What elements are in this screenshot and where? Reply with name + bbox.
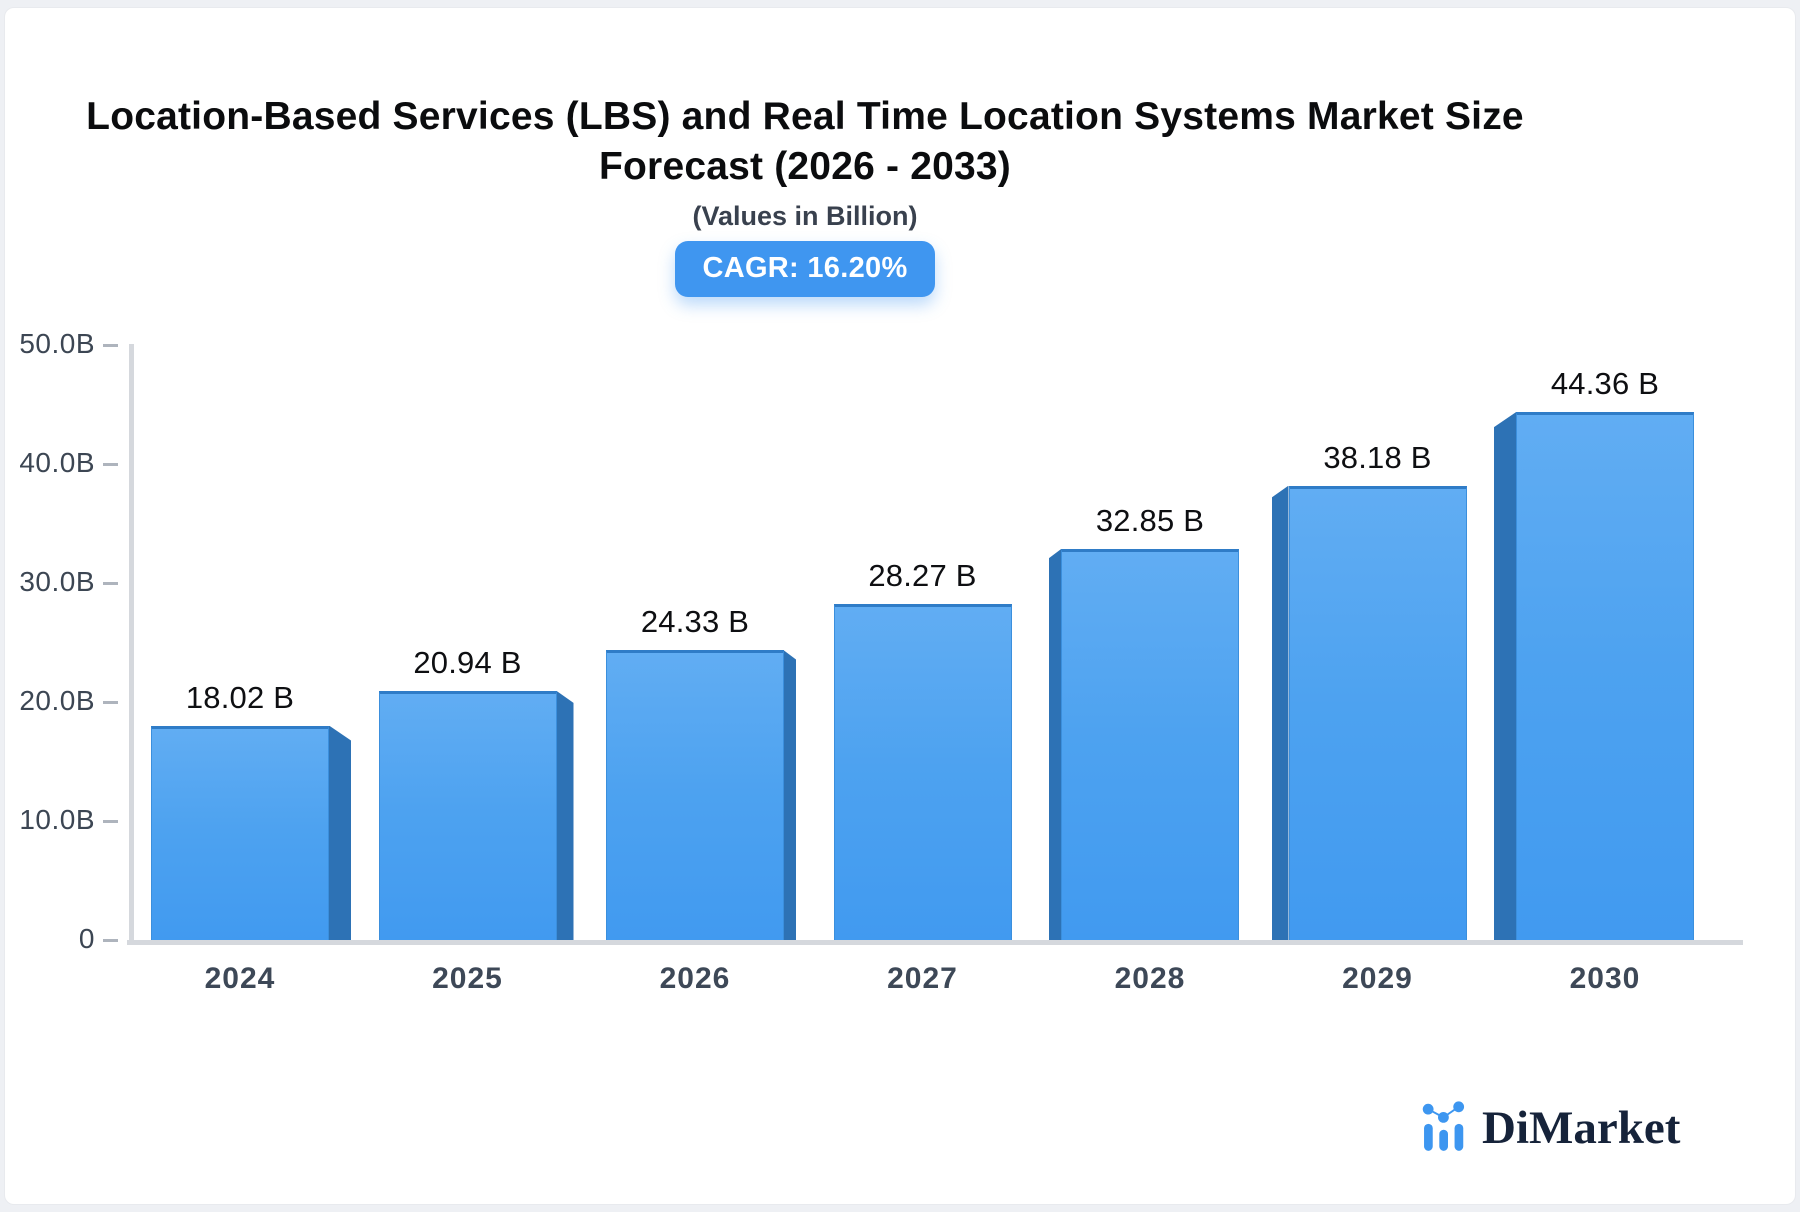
x-tick-label: 2025 [432,962,503,995]
y-tick-label: 0 [78,923,95,954]
bar-value-label: 24.33 B [640,604,750,640]
y-tick-label: 40.0B [19,447,95,478]
x-tick-label: 2026 [659,962,731,995]
bar [833,603,1012,940]
bar-3d-side [784,650,796,940]
bar-value-label: 18.02 B [185,679,295,715]
chart-title-line1: Location-Based Services (LBS) and Real T… [86,95,1524,138]
bar-value-label: 20.94 B [413,644,522,680]
x-tick-label: 2030 [1569,962,1641,995]
bar-3d-side [1271,485,1289,940]
bar [606,650,784,940]
y-tick-dash [103,820,118,823]
y-tick-dash [103,939,118,942]
dimarket-logo: DiMarket [1420,1098,1680,1152]
x-axis-line [127,940,1743,945]
bar-value-label: 28.27 B [868,557,977,593]
bar-value-label: 32.85 B [1095,503,1205,539]
bar-3d-side [1049,549,1061,940]
logo-text: DiMarket [1482,1102,1681,1154]
x-tick-label: 2024 [204,962,276,995]
y-tick-dash [103,344,118,347]
y-tick-label: 20.0B [19,685,95,716]
bar [1516,412,1694,940]
y-tick-label: 30.0B [19,566,95,597]
y-tick-dash [103,582,118,585]
bar-value-label: 44.36 B [1550,366,1660,402]
y-tick-dash [103,701,118,704]
bar-3d-side [556,690,574,940]
bar [378,690,557,940]
y-tick-label: 50.0B [19,328,95,359]
bar-value-label: 38.18 B [1323,439,1432,475]
x-tick-label: 2027 [887,962,958,995]
bar [1288,485,1467,940]
y-axis-line [129,344,134,943]
bar-3d-side [1494,412,1516,940]
bar [1061,549,1239,940]
chart-title-line2: Forecast (2026 - 2033) [599,145,1011,188]
x-tick-label: 2028 [1114,962,1186,995]
bar-3d-side [329,725,351,940]
cagr-badge: CAGR: 16.20% [675,241,935,297]
x-tick-label: 2029 [1342,962,1413,995]
chart-subtitle: (Values in Billion) [692,201,918,231]
chart-header: Location-Based Services (LBS) and Real T… [0,92,1610,297]
bar-chart-logo-icon [1422,1101,1465,1151]
bar [151,725,329,940]
y-tick-label: 10.0B [19,804,95,835]
y-tick-dash [103,463,118,466]
